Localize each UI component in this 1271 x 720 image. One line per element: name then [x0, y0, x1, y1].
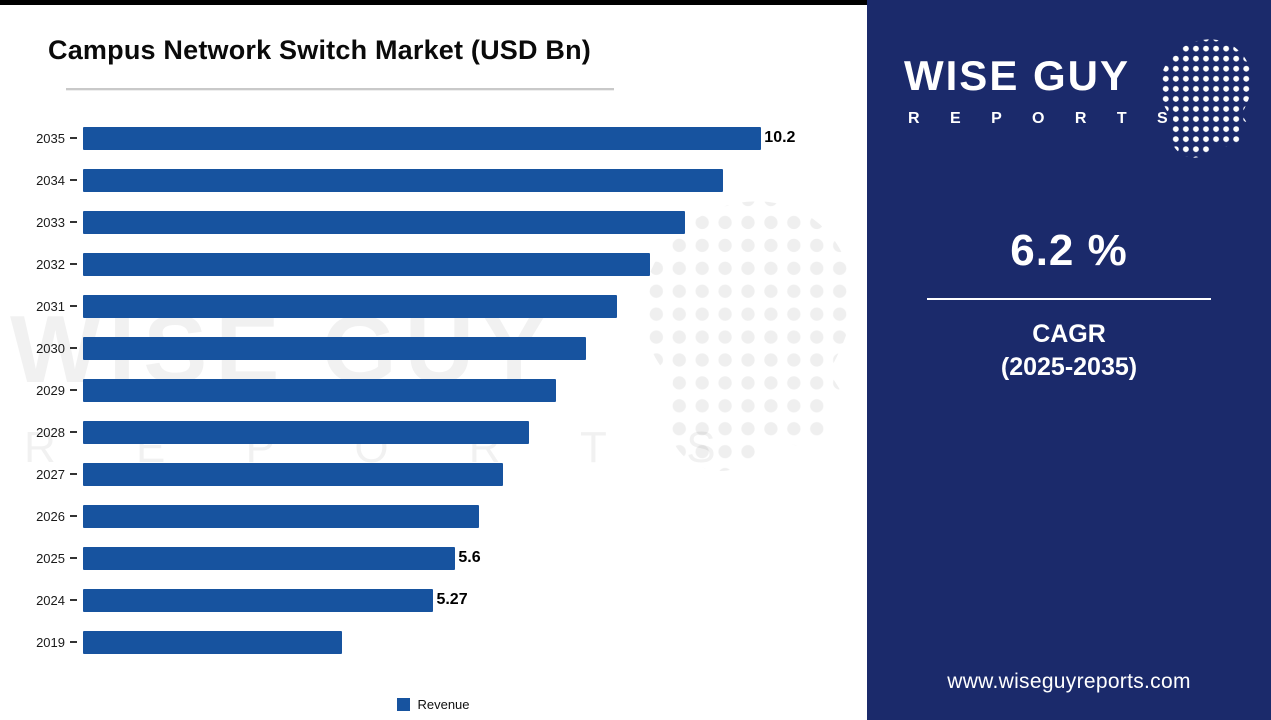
bar-wrap: [83, 252, 651, 276]
bar: [83, 420, 530, 444]
bar: [83, 588, 434, 612]
y-tick-mark: [70, 599, 77, 601]
chart-title: Campus Network Switch Market (USD Bn): [48, 35, 591, 65]
bar-row: 2019: [18, 621, 795, 663]
bar-row: 2035 10.2: [18, 117, 795, 159]
y-tick-label: 2027: [36, 466, 65, 482]
y-tick-label: 2031: [36, 298, 65, 314]
y-tick-label: 2019: [36, 634, 65, 650]
y-tick-mark: [70, 557, 77, 559]
bar-row: 2029: [18, 369, 795, 411]
y-tick-mark: [70, 473, 77, 475]
chart-panel: Campus Network Switch Market (USD Bn) WI…: [0, 0, 867, 712]
sidebar: WISE GUY R E P O R T S 6.2 % CAGR (2025-…: [867, 0, 1271, 720]
y-tick-mark: [70, 641, 77, 643]
bar-wrap: [83, 336, 586, 360]
y-tick-label: 2030: [36, 340, 65, 356]
y-tick-mark: [70, 431, 77, 433]
bar-wrap: [83, 462, 503, 486]
y-tick-mark: [70, 515, 77, 517]
bar-wrap: [83, 378, 557, 402]
bar: [83, 336, 586, 360]
y-tick-label: 2026: [36, 508, 65, 524]
legend-marker: [397, 698, 411, 711]
bar: [83, 168, 723, 192]
logo: WISE GUY R E P O R T S: [904, 39, 1252, 158]
legend: Revenue: [0, 697, 867, 712]
bar-value-label: 5.27: [436, 591, 468, 608]
bar-row: 2034: [18, 159, 795, 201]
bar: [83, 462, 503, 486]
bar-wrap: 5.6: [83, 546, 481, 570]
bar-wrap: [83, 294, 617, 318]
cagr-label: CAGR: [1032, 320, 1106, 348]
bar-wrap: [83, 504, 479, 528]
website-link[interactable]: www.wiseguyreports.com: [947, 670, 1191, 693]
bar-row: 2031: [18, 285, 795, 327]
y-tick-label: 2024: [36, 592, 65, 608]
y-tick-mark: [70, 263, 77, 265]
cagr-divider: [927, 298, 1211, 300]
logo-text-line2: R E P O R T S: [908, 110, 1181, 127]
logo-text-line1: WISE GUY: [904, 52, 1131, 99]
y-tick-label: 2034: [36, 172, 65, 188]
y-tick-label: 2029: [36, 382, 65, 398]
y-tick-mark: [70, 305, 77, 307]
bar-row: 2032: [18, 243, 795, 285]
y-tick-label: 2032: [36, 256, 65, 272]
bar: [83, 546, 456, 570]
bar: [83, 210, 686, 234]
y-tick-mark: [70, 389, 77, 391]
bar-row: 2025 5.6: [18, 537, 795, 579]
bar-rows: 2035 10.2 2034 2033 2032 2031 2030 2029 2028 2027…: [18, 117, 795, 663]
legend-label: Revenue: [417, 697, 470, 712]
y-tick-mark: [70, 347, 77, 349]
bar-wrap: [83, 168, 723, 192]
bar: [83, 504, 479, 528]
bar-value-label: 5.6: [458, 549, 481, 566]
bar-wrap: 5.27: [83, 588, 468, 612]
bar-row: 2027: [18, 453, 795, 495]
bar-wrap: 10.2: [83, 126, 796, 150]
bar: [83, 630, 343, 654]
bar-row: 2024 5.27: [18, 579, 795, 621]
bar: [83, 252, 651, 276]
cagr-period: (2025-2035): [1000, 353, 1138, 381]
bar-row: 2033: [18, 201, 795, 243]
title-underline: [66, 88, 614, 90]
cagr-block: 6.2 % CAGR (2025-2035): [927, 226, 1211, 382]
y-tick-label: 2028: [36, 424, 65, 440]
bar-row: 2030: [18, 327, 795, 369]
y-tick-label: 2025: [36, 550, 65, 566]
y-tick-mark: [70, 179, 77, 181]
bar: [83, 294, 617, 318]
bar-value-label: 10.2: [764, 129, 796, 146]
cagr-value: 6.2 %: [1010, 226, 1128, 275]
y-tick-mark: [70, 221, 77, 223]
bar-wrap: [83, 630, 343, 654]
logo-head-dots-icon: [1159, 39, 1252, 158]
y-tick-label: 2033: [36, 214, 65, 230]
bar-wrap: [83, 420, 530, 444]
bar-row: 2028: [18, 411, 795, 453]
y-tick-label: 2035: [36, 130, 65, 146]
y-tick-mark: [70, 137, 77, 139]
bar-wrap: [83, 210, 686, 234]
bar: [83, 126, 762, 150]
bar: [83, 378, 557, 402]
bar-row: 2026: [18, 495, 795, 537]
